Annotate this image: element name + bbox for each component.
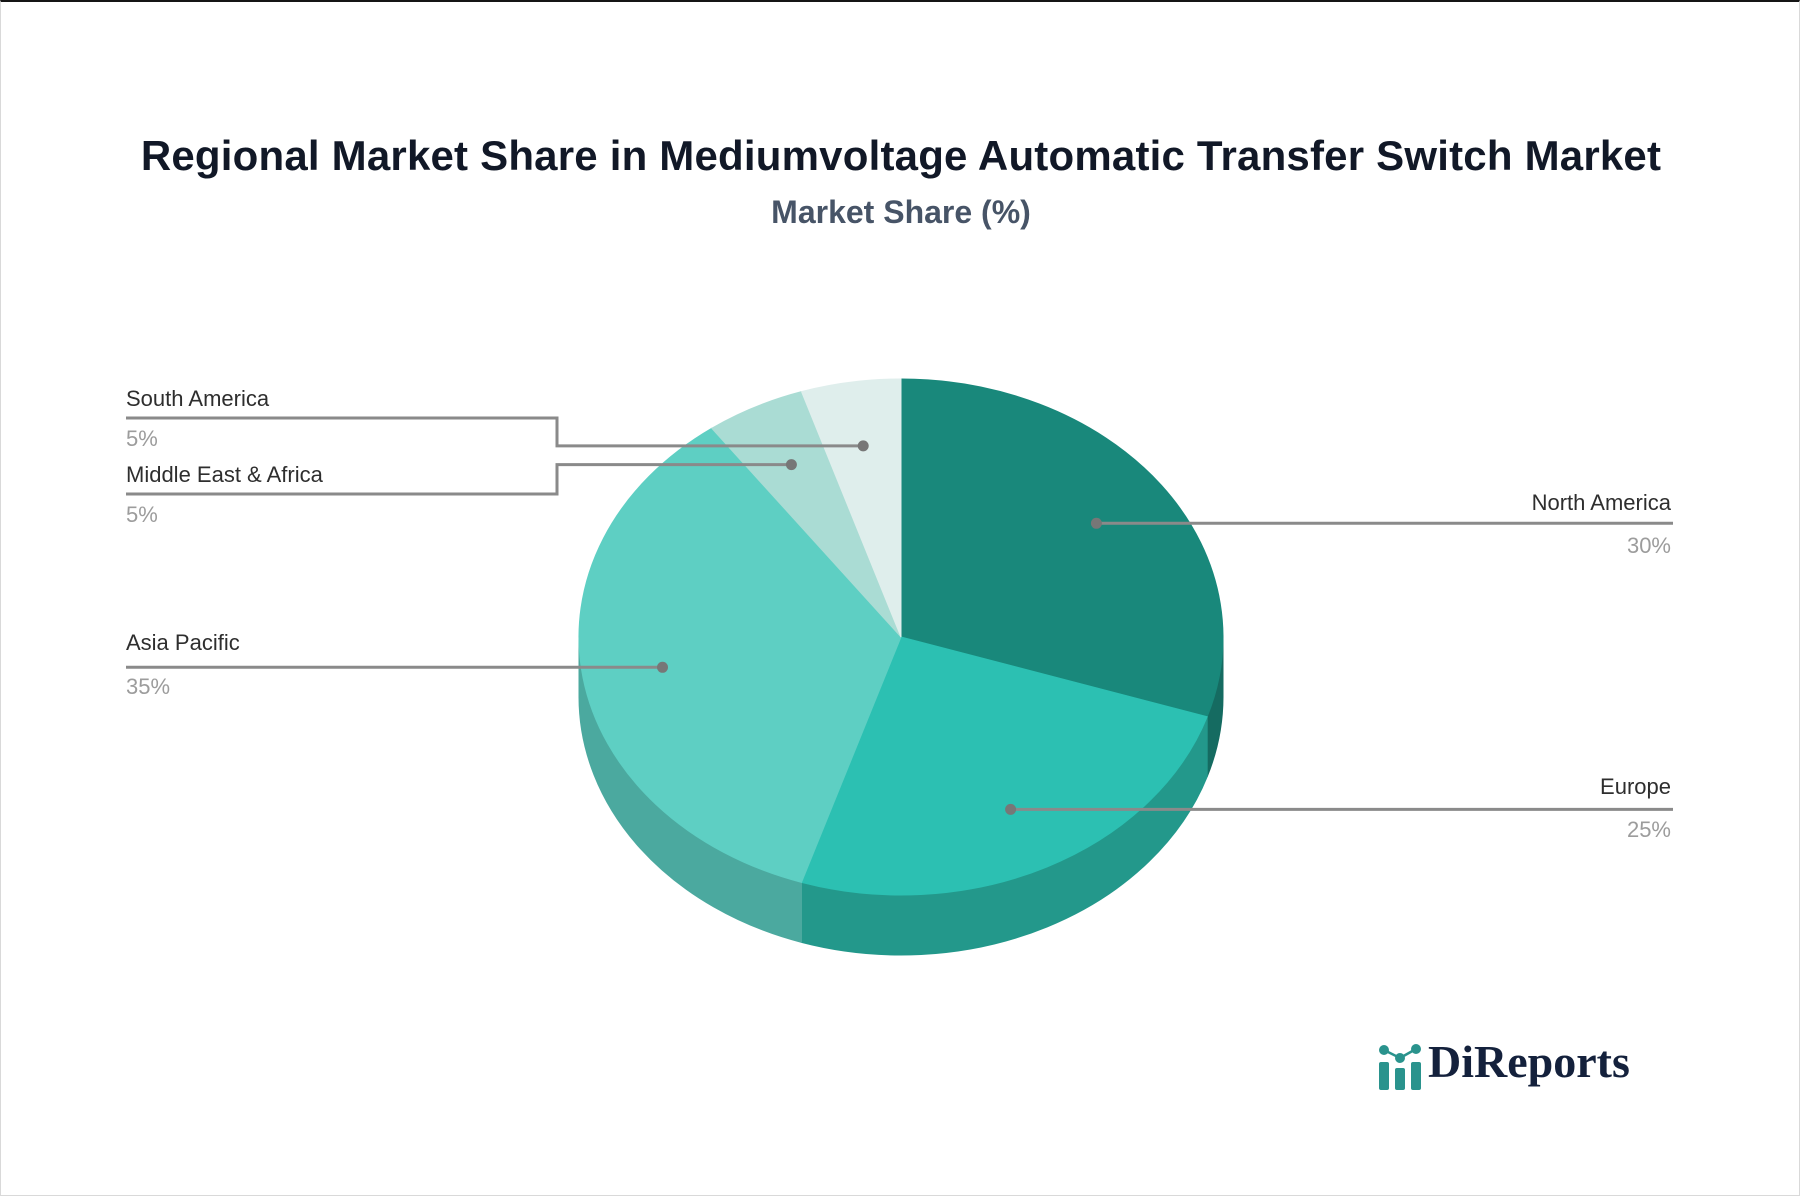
value-asia-pacific: 35% bbox=[126, 674, 171, 699]
value-europe: 25% bbox=[1626, 817, 1671, 842]
chart-title: Regional Market Share in Mediumvoltage A… bbox=[140, 132, 1662, 179]
value-middle-east-africa: 5% bbox=[126, 502, 158, 527]
value-south-america: 5% bbox=[126, 426, 158, 451]
brand-logo: DiReports bbox=[1378, 1036, 1630, 1092]
value-north-america: 30% bbox=[1626, 533, 1671, 558]
brand-name: DiReports bbox=[1428, 1036, 1630, 1087]
label-south-america: South America bbox=[126, 386, 270, 411]
label-north-america: North America bbox=[1531, 490, 1671, 515]
label-europe: Europe bbox=[1600, 774, 1671, 799]
label-asia-pacific: Asia Pacific bbox=[126, 630, 240, 655]
label-middle-east-africa: Middle East & Africa bbox=[126, 462, 323, 487]
chart-subtitle: Market Share (%) bbox=[771, 194, 1031, 230]
bar-chart-icon bbox=[1379, 1044, 1421, 1090]
